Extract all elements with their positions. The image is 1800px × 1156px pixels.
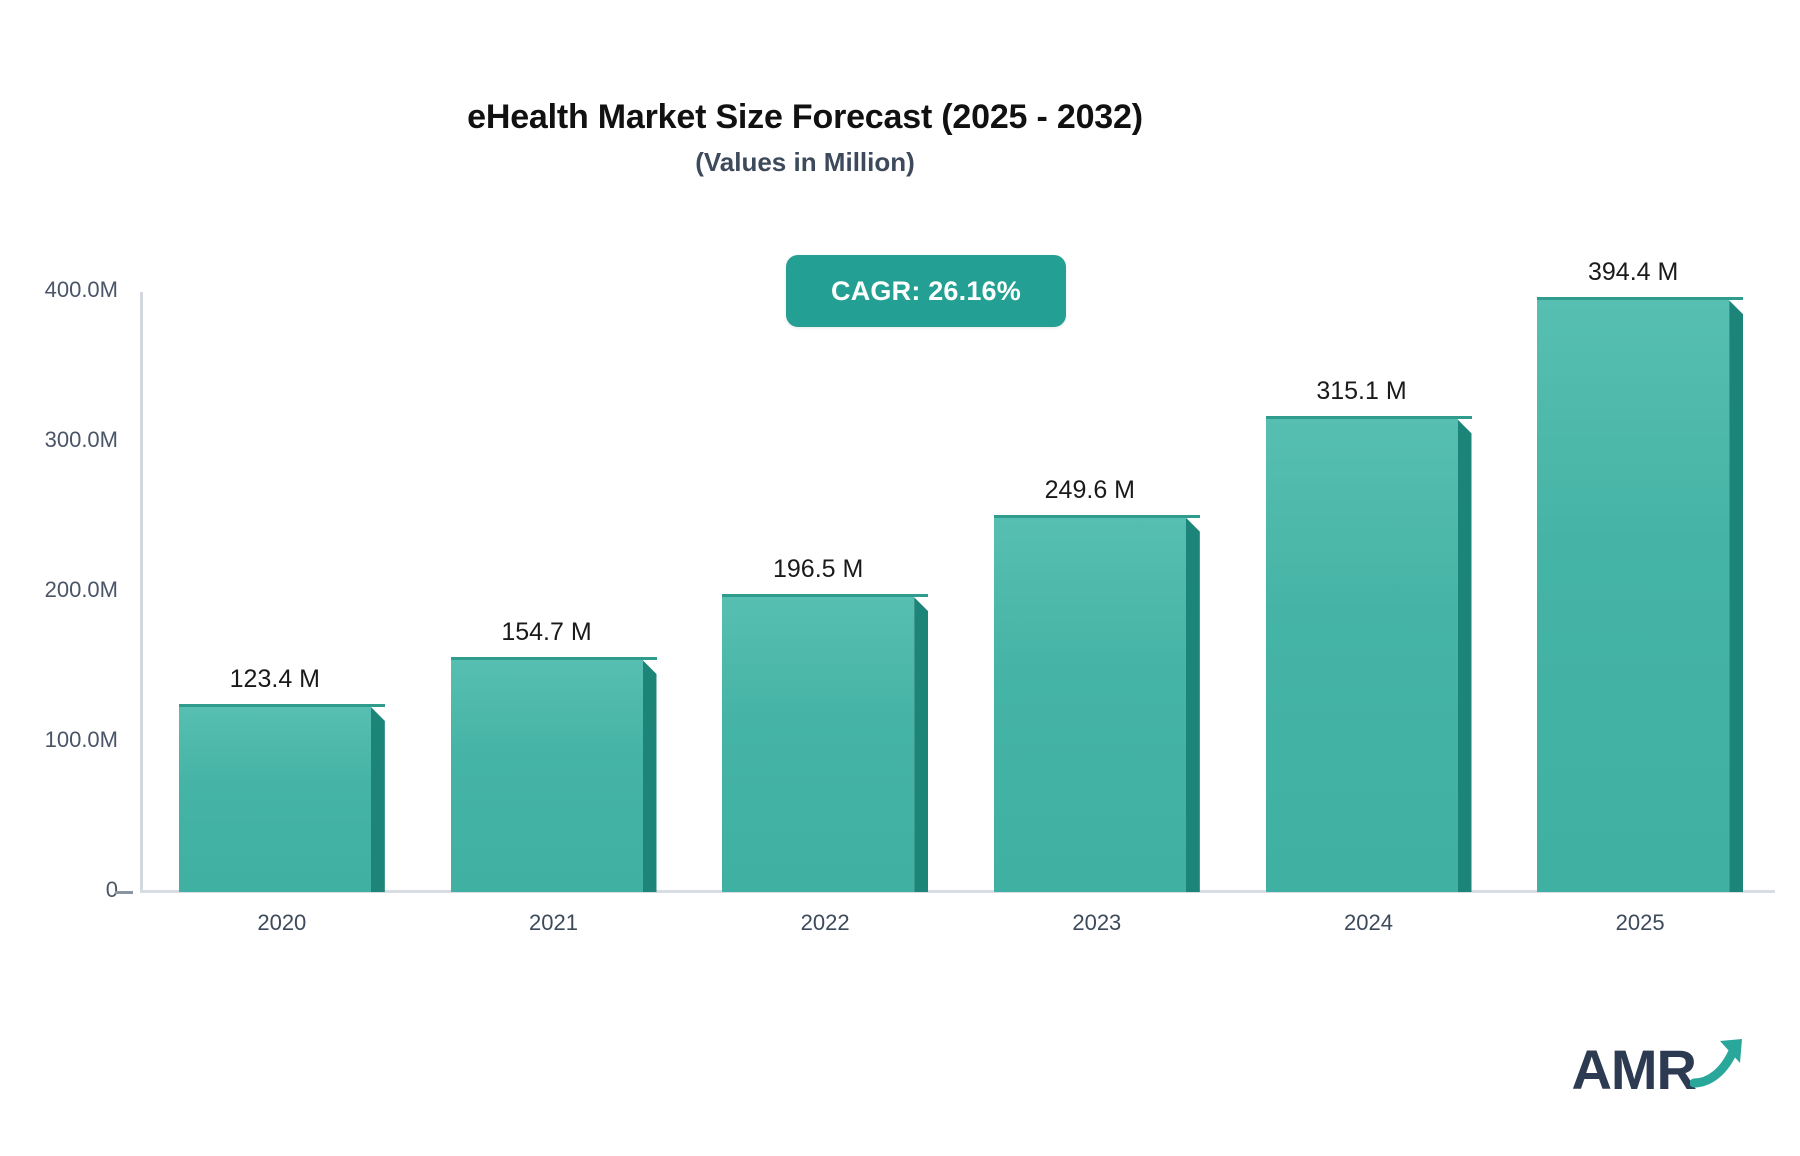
bar-side-shadow — [370, 706, 385, 892]
x-axis-tick-label: 2022 — [800, 910, 850, 935]
bar-top-edge — [450, 656, 657, 660]
bar-2024[interactable] — [1265, 416, 1472, 892]
bar-side-shadow — [914, 597, 929, 892]
cagr-badge: CAGR: 26.16% — [786, 255, 1066, 327]
bar-face — [1537, 300, 1730, 892]
cagr-badge-label: CAGR: 26.16% — [831, 275, 1021, 306]
bar-value-label: 315.1 M — [1316, 377, 1407, 406]
bar-value-label: 249.6 M — [1044, 475, 1135, 504]
bar-side-shadow — [1185, 517, 1200, 892]
y-axis-tick-label: 300.0M — [44, 427, 118, 452]
y-axis-tick-label: 0 — [105, 877, 118, 902]
bar-side-shadow — [1457, 419, 1472, 892]
x-axis-line — [140, 890, 1775, 893]
bar-top-edge — [1537, 297, 1744, 301]
y-axis-tick-label: 400.0M — [44, 277, 118, 302]
x-axis-tick-label: 2024 — [1344, 910, 1393, 935]
x-axis-tick-label: 2020 — [257, 910, 307, 935]
bar-2025[interactable] — [1537, 297, 1744, 892]
bar-value-label: 394.4 M — [1587, 258, 1679, 287]
bar-2022[interactable] — [722, 594, 929, 892]
y-axis-tick-label: 200.0M — [44, 577, 118, 602]
amr-logo: AMR — [1571, 1033, 1752, 1098]
amr-logo-text: AMR — [1571, 1038, 1697, 1101]
x-axis-tick-label: 2023 — [1072, 910, 1122, 935]
x-axis-tick-label: 2021 — [529, 910, 578, 935]
x-axis-tick-label: 2025 — [1615, 910, 1665, 935]
bar-face — [450, 659, 643, 892]
bar-side-shadow — [642, 659, 657, 892]
bar-side-shadow — [1729, 300, 1744, 892]
plot-area: 123.4 M 154.7 M 196.5 M 249.6 M 315.1 M 394.4… — [140, 258, 1770, 892]
bar-face — [178, 706, 371, 892]
bar-2023[interactable] — [993, 514, 1200, 892]
bar-face — [993, 517, 1186, 892]
bar-value-label: 154.7 M — [501, 617, 592, 646]
bar-face — [722, 597, 915, 892]
bar-2020[interactable] — [178, 703, 385, 892]
y-axis-labels: 0 100.0M 200.0M 300.0M 400.0M — [0, 0, 118, 1156]
bar-top-edge — [178, 703, 385, 707]
y-axis-zero-tick — [115, 891, 133, 894]
page-title: eHealth Market Size Forecast (2025 - 203… — [467, 98, 1143, 136]
trending-up-arrow-icon — [1689, 1033, 1752, 1094]
y-axis-line — [140, 292, 143, 892]
y-axis-tick-label: 100.0M — [44, 727, 118, 752]
chart-subtitle: (Values in Million) — [695, 147, 915, 177]
bar-top-edge — [993, 514, 1200, 518]
bar-value-label: 123.4 M — [229, 664, 320, 693]
bar-2021[interactable] — [450, 656, 657, 892]
bar-top-edge — [1265, 416, 1472, 420]
bar-face — [1265, 419, 1458, 892]
bar-value-label: 196.5 M — [772, 555, 864, 584]
bar-top-edge — [722, 594, 929, 598]
